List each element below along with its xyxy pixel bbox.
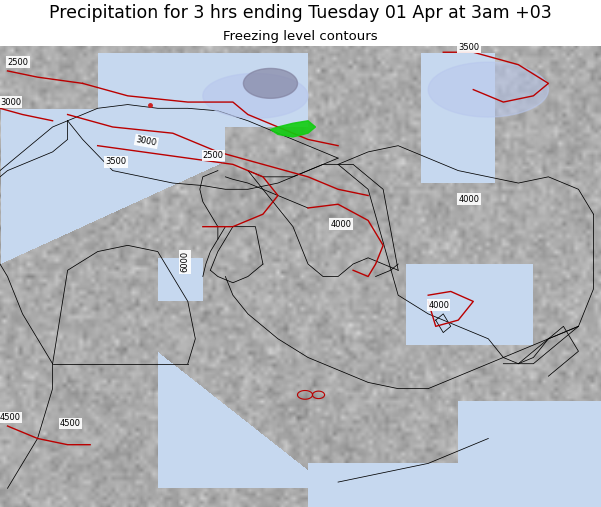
Text: 4500: 4500 (0, 413, 21, 422)
Polygon shape (243, 68, 297, 98)
Polygon shape (429, 62, 549, 117)
Text: 4500: 4500 (60, 419, 81, 428)
Text: 4000: 4000 (428, 301, 449, 310)
Text: 3500: 3500 (105, 157, 126, 166)
Text: Precipitation for 3 hrs ending Tuesday 01 Apr at 3am +03: Precipitation for 3 hrs ending Tuesday 0… (49, 4, 552, 22)
Text: Freezing level contours: Freezing level contours (223, 30, 378, 43)
Text: 4000: 4000 (459, 195, 479, 204)
Text: 3500: 3500 (459, 43, 480, 52)
Text: 2500: 2500 (203, 151, 224, 160)
Text: 3000: 3000 (0, 97, 21, 106)
Text: 4000: 4000 (331, 220, 352, 229)
Text: 2500: 2500 (8, 58, 28, 67)
Text: 6000: 6000 (180, 251, 189, 272)
Polygon shape (270, 121, 316, 137)
Polygon shape (203, 74, 308, 118)
Text: 3000: 3000 (135, 135, 157, 148)
